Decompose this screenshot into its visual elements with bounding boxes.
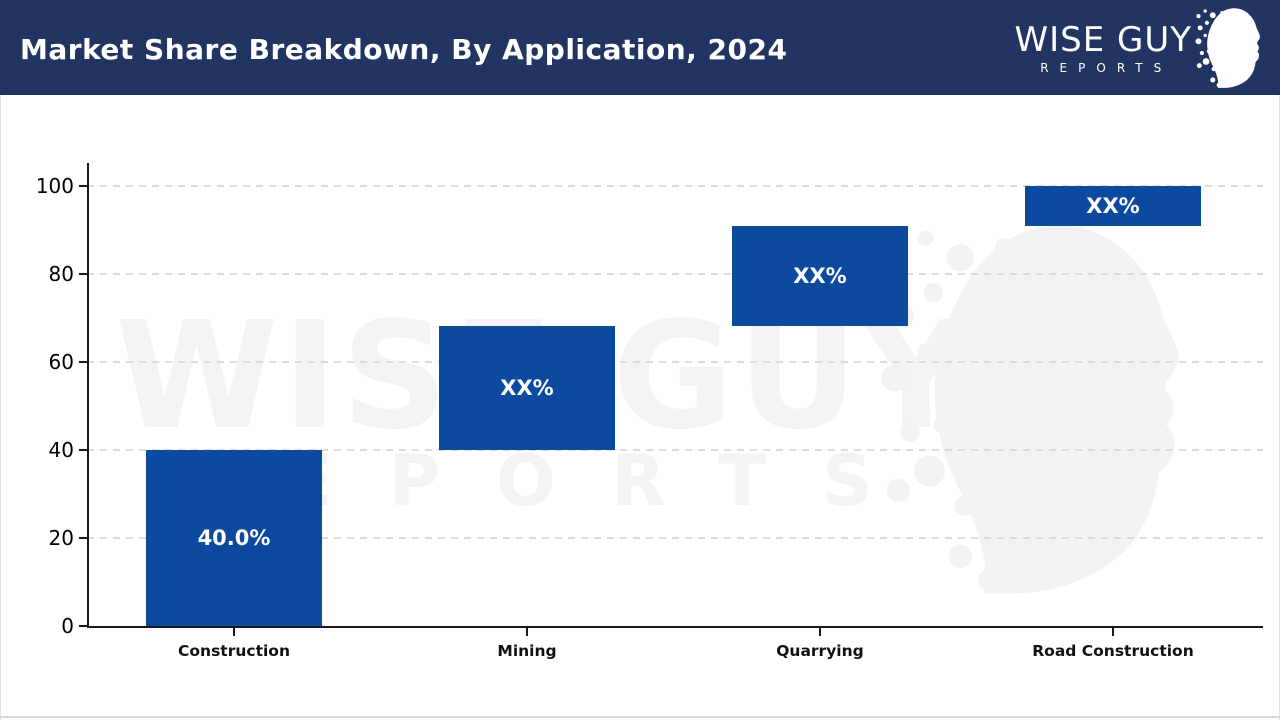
bar-value-label: XX% <box>793 263 847 288</box>
bar-mining: XX% <box>439 325 615 450</box>
dotted-face-logo-icon <box>1195 8 1260 88</box>
gridline-80 <box>87 273 1263 275</box>
page-bottom-border <box>0 716 1280 718</box>
x-tick-construction <box>233 628 235 636</box>
x-tick-road-construction <box>1112 628 1114 636</box>
x-category-label: Quarrying <box>776 642 864 660</box>
y-tick-label: 100 <box>35 174 74 198</box>
x-tick-mining <box>526 628 528 636</box>
logo-text: WISE GUY REPORTS <box>1014 21 1192 75</box>
y-tick-80 <box>79 273 88 275</box>
y-tick-0 <box>79 625 88 627</box>
x-tick-quarrying <box>819 628 821 636</box>
y-tick-40 <box>79 449 88 451</box>
y-tick-label: 20 <box>48 526 74 550</box>
bar-road-construction: XX% <box>1025 186 1201 227</box>
bar-value-label: XX% <box>500 375 554 400</box>
y-tick-60 <box>79 361 88 363</box>
gridline-100 <box>87 185 1263 187</box>
y-axis-line <box>87 163 89 628</box>
wise-guy-reports-logo: WISE GUY REPORTS <box>1014 6 1266 90</box>
y-tick-label: 40 <box>48 438 74 462</box>
y-tick-label: 80 <box>48 262 74 286</box>
gridline-20 <box>87 537 1263 539</box>
watermark-dotted-face-icon <box>880 225 1179 594</box>
logo-subtitle: REPORTS <box>1040 61 1173 75</box>
x-category-label: Construction <box>178 642 290 660</box>
page-left-border <box>0 95 1 720</box>
bar-quarrying: XX% <box>732 226 908 326</box>
x-category-label: Mining <box>497 642 557 660</box>
logo-wordmark: WISE GUY <box>1014 20 1192 60</box>
y-tick-100 <box>79 185 88 187</box>
y-tick-20 <box>79 537 88 539</box>
x-axis-line <box>87 626 1263 628</box>
gridline-60 <box>87 361 1263 363</box>
header-bar: Market Share Breakdown, By Application, … <box>0 0 1280 95</box>
gridline-40 <box>87 449 1263 451</box>
y-tick-label: 60 <box>48 350 74 374</box>
bar-construction: 40.0% <box>146 450 322 626</box>
bar-value-label: 40.0% <box>197 526 271 550</box>
page-title: Market Share Breakdown, By Application, … <box>20 33 788 66</box>
chart-plot-area: WISE GUY REPORTS 0 20 40 60 80 100 40.0% Constr… <box>0 95 1280 720</box>
y-tick-label: 0 <box>61 614 74 638</box>
x-category-label: Road Construction <box>1032 642 1194 660</box>
bar-value-label: XX% <box>1086 194 1140 219</box>
